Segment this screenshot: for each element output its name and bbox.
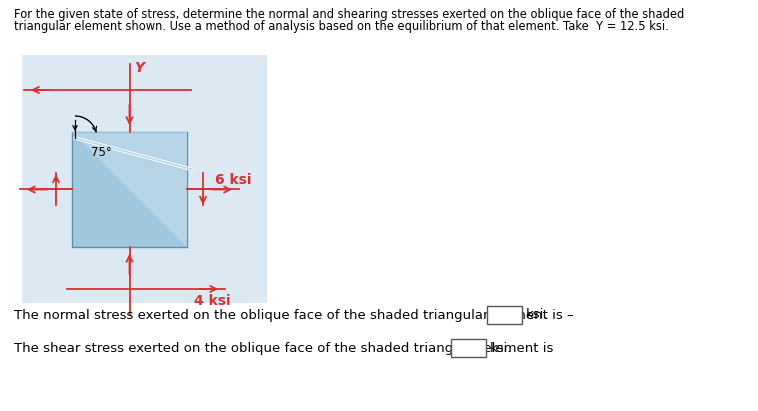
Text: ksi.: ksi.	[526, 309, 549, 321]
Bar	[22, 55, 267, 303]
Text: The shear stress exerted on the oblique face of the shaded triangular element is: The shear stress exerted on the oblique …	[14, 342, 553, 355]
Text: The normal stress exerted on the oblique face of the shaded triangular element i: The normal stress exerted on the oblique…	[14, 309, 574, 321]
Polygon shape	[72, 132, 187, 247]
Bar	[451, 339, 486, 357]
Text: triangular element shown. Use a method of analysis based on the equilibrium of t: triangular element shown. Use a method o…	[14, 20, 669, 33]
Text: 6 ksi: 6 ksi	[215, 173, 252, 187]
Bar	[72, 132, 187, 247]
Text: Y: Y	[134, 61, 145, 75]
Text: ksi.: ksi.	[490, 342, 512, 355]
Text: 75°: 75°	[91, 146, 111, 159]
Text: 4 ksi: 4 ksi	[194, 294, 230, 308]
Text: For the given state of stress, determine the normal and shearing stresses exerte: For the given state of stress, determine…	[14, 8, 684, 21]
Bar	[487, 306, 522, 324]
